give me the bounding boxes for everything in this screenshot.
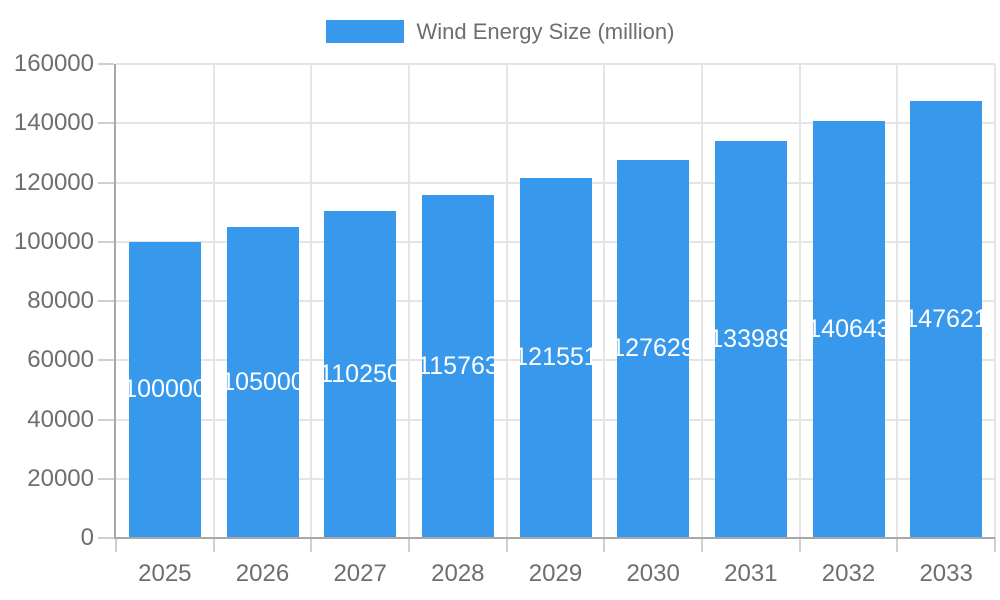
- y-tick-label: 140000: [13, 109, 94, 137]
- y-tick-label: 20000: [27, 464, 94, 492]
- bar-value-label: 110250: [324, 360, 396, 389]
- y-tick-label: 80000: [27, 287, 94, 314]
- x-tick-label: 2031: [724, 560, 778, 587]
- bar-value-label: 121551: [520, 343, 592, 372]
- x-tick-label: 2032: [821, 560, 876, 587]
- v-gridline: [310, 64, 313, 538]
- x-tick-label: 2030: [626, 560, 680, 587]
- bar-value-label: 115763: [422, 352, 494, 381]
- h-gridline: [116, 122, 995, 125]
- bar-value-label: 105000: [227, 367, 299, 396]
- v-gridline: [505, 64, 508, 538]
- y-tick-mark: [98, 300, 114, 302]
- bar: 110250: [324, 211, 396, 538]
- x-tick-label: 2026: [235, 560, 290, 587]
- x-tick-mark: [505, 538, 508, 552]
- bar-value-label: 127629: [617, 334, 689, 363]
- x-tick-label: 2029: [528, 560, 583, 587]
- legend-label: Wind Energy Size (million): [416, 19, 675, 44]
- y-tick-label: 60000: [27, 346, 94, 374]
- v-gridline: [798, 64, 801, 538]
- v-gridline: [896, 64, 899, 538]
- y-tick-label: 40000: [27, 405, 94, 433]
- v-gridline: [212, 64, 215, 538]
- bar: 147621: [910, 100, 982, 538]
- bar-value-label: 100000: [129, 375, 201, 404]
- bar-value-label: 147621: [910, 304, 982, 333]
- bar: 115763: [422, 195, 494, 538]
- x-tick-label: 2027: [333, 560, 387, 587]
- bar: 105000: [227, 226, 299, 538]
- y-tick-mark: [98, 537, 114, 539]
- y-tick-mark: [98, 359, 114, 362]
- y-tick-mark: [98, 122, 114, 125]
- bar-value-label: 140643: [813, 315, 885, 344]
- y-tick-mark: [98, 418, 114, 421]
- y-tick-label: 160000: [13, 50, 94, 77]
- x-tick-mark: [115, 538, 117, 552]
- bar: 121551: [520, 177, 592, 538]
- x-tick-label: 2025: [138, 560, 192, 587]
- y-tick-label: 0: [80, 524, 94, 551]
- y-tick-mark: [98, 181, 114, 184]
- y-tick-label: 100000: [13, 227, 94, 255]
- x-tick-mark: [798, 538, 801, 552]
- x-tick-label: 2028: [431, 560, 485, 587]
- bar: 127629: [617, 159, 689, 538]
- v-gridline: [701, 64, 703, 538]
- bar: 140643: [813, 121, 885, 538]
- v-gridline: [603, 64, 606, 538]
- v-gridline: [994, 64, 996, 538]
- h-gridline: [116, 63, 995, 65]
- x-tick-mark: [701, 538, 703, 552]
- y-tick-mark: [98, 63, 114, 65]
- bar: 133989: [715, 141, 787, 538]
- y-tick-mark: [98, 240, 114, 243]
- v-gridline: [408, 64, 410, 538]
- y-axis-line: [114, 64, 116, 538]
- x-tick-mark: [408, 538, 410, 552]
- legend-swatch: [325, 20, 404, 43]
- legend: Wind Energy Size (million): [0, 18, 1000, 45]
- x-tick-label: 2033: [919, 560, 973, 587]
- x-tick-mark: [603, 538, 606, 552]
- bar-value-label: 133989: [715, 325, 787, 354]
- x-tick-mark: [994, 538, 996, 552]
- x-tick-mark: [310, 538, 313, 552]
- x-tick-mark: [896, 538, 899, 552]
- y-tick-mark: [98, 477, 114, 480]
- x-axis-line: [114, 537, 995, 539]
- y-tick-label: 120000: [13, 168, 94, 196]
- bar: 100000: [129, 241, 201, 538]
- x-tick-mark: [212, 538, 215, 552]
